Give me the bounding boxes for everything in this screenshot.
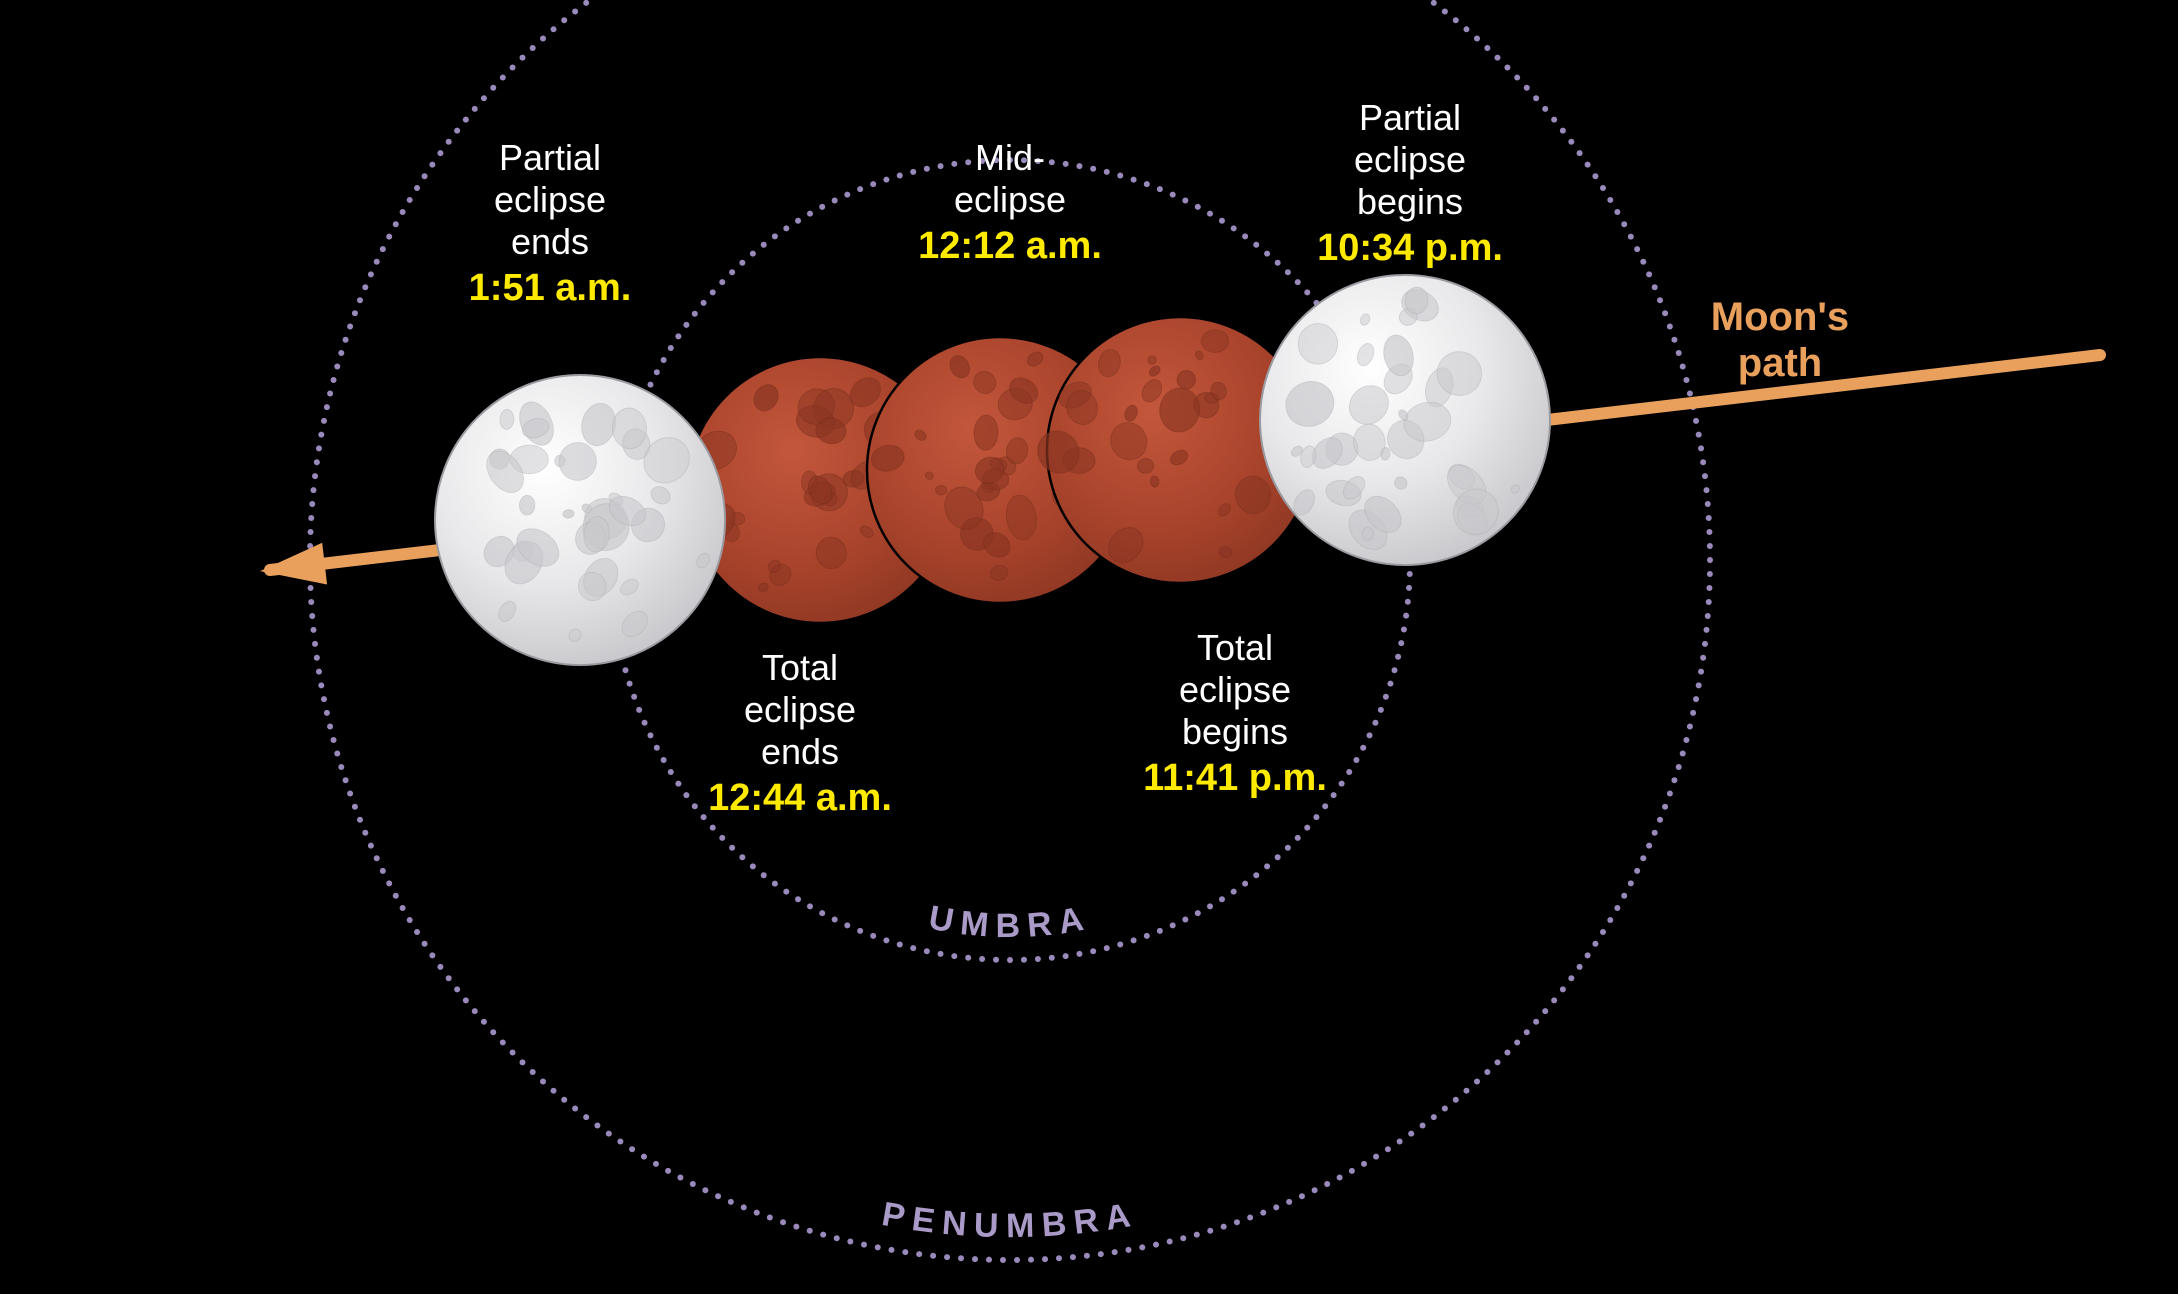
- moon-partial-begins: [1260, 275, 1550, 565]
- moon-partial-ends: [435, 375, 725, 665]
